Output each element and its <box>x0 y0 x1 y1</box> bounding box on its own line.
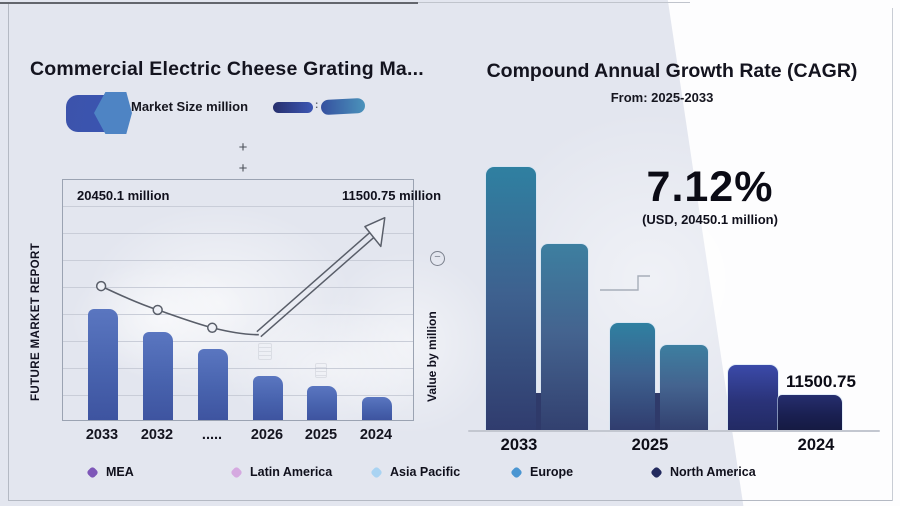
top-border-light <box>418 2 690 3</box>
gridline <box>63 287 413 288</box>
left-border <box>8 4 9 501</box>
y-axis-label: Value by million <box>425 311 439 403</box>
cagr-bar-2033-primary <box>486 167 536 431</box>
legend-item-north-america: North America <box>650 465 756 479</box>
legend-label: Latin America <box>250 465 333 479</box>
cagr-baseline-axis <box>468 430 880 432</box>
cagr-rate-value: 7.12% <box>646 163 774 211</box>
x-axis-label-2024: 2024 <box>359 427 393 443</box>
zoom-in-icon[interactable]: + <box>238 139 248 156</box>
gridline <box>63 368 413 369</box>
cagr-bar-2025-secondary <box>660 345 708 431</box>
legend-diamond-icon <box>230 465 243 479</box>
cagr-subtitle: From: 2025-2033 <box>610 90 714 105</box>
market-size-bar-2025 <box>307 386 337 420</box>
ratio-pill-right <box>320 97 366 116</box>
market-size-bar-2026 <box>253 376 283 420</box>
legend-label: Europe <box>530 465 574 479</box>
top-border <box>0 2 418 4</box>
cagr-title: Compound Annual Growth Rate (CAGR) <box>486 60 858 82</box>
cagr-bar-2024-primary <box>728 365 778 431</box>
legend-diamond-icon <box>370 465 383 479</box>
end-value-annotation: 11500.75 million <box>342 188 442 203</box>
x-axis-label-2032: 2032 <box>140 427 174 443</box>
future-market-report-watermark: FUTURE MARKET REPORT <box>30 242 42 402</box>
market-size-chart: 20450.1 million 11500.75 million <box>62 179 441 421</box>
gridline <box>63 314 413 315</box>
cagr-bar-merge-patch <box>536 393 541 431</box>
legend-diamond-icon <box>510 465 523 479</box>
gridline <box>63 260 413 261</box>
cagr-bar-merge-patch <box>655 393 660 431</box>
legend-item-asia-pacific: Asia Pacific <box>370 465 461 479</box>
gridline <box>63 341 413 342</box>
ratio-pill-left <box>273 102 313 113</box>
market-size-x-axis: 2033 2032..... 2026 2025 2024 <box>62 427 414 447</box>
gridline <box>63 206 413 207</box>
legend-item-latin-america: Latin America <box>230 465 333 479</box>
market-size-bar-..... <box>198 349 228 420</box>
x-axis-label-.....: ..... <box>201 427 223 443</box>
cagr-bar-2033-secondary <box>541 244 588 431</box>
gridline <box>63 233 413 234</box>
right-border <box>892 8 893 501</box>
legend-diamond-icon <box>86 465 99 479</box>
bottom-border <box>8 500 892 501</box>
cagr-2024-value-label: 11500.75 <box>786 372 856 391</box>
legend-item-europe: Europe <box>510 465 574 479</box>
legend-diamond-icon <box>650 465 663 479</box>
x-axis-label-2025: 2025 <box>304 427 338 443</box>
cagr-usd-note: (USD, 20450.1 million) <box>642 212 778 227</box>
ratio-separator: : <box>315 100 319 111</box>
x-axis-label-2033: 2033 <box>85 427 119 443</box>
cagr-x-axis-label-2024: 2024 <box>797 436 835 454</box>
x-axis-label-2026: 2026 <box>250 427 284 443</box>
market-size-legend-label: Market Size million <box>131 99 249 114</box>
legend-item-mea: MEA <box>86 465 134 479</box>
gridline <box>63 395 413 396</box>
start-value-annotation: 20450.1 million <box>77 188 170 203</box>
watermark-table-icon <box>315 363 327 378</box>
market-size-bar-2024 <box>362 397 392 420</box>
cagr-x-axis-label-2025: 2025 <box>631 436 669 454</box>
cagr-bar-2024-secondary <box>778 395 842 431</box>
legend-label: Asia Pacific <box>390 465 461 479</box>
cagr-bar-2025-primary <box>610 323 655 431</box>
legend-label: MEA <box>106 465 134 479</box>
legend-label: North America <box>670 465 756 479</box>
cagr-x-axis-label-2033: 2033 <box>500 436 538 454</box>
market-size-bar-2033 <box>88 309 118 420</box>
zoom-in-icon-secondary[interactable]: + <box>238 160 248 177</box>
page-title: Commercial Electric Cheese Grating Ma... <box>30 58 424 80</box>
trend-line-with-arrow <box>95 216 386 338</box>
watermark-table-icon <box>258 343 272 360</box>
step-bracket-decoration <box>600 275 650 291</box>
market-size-bar-2032 <box>143 332 173 420</box>
zoom-out-icon[interactable]: − <box>430 251 445 266</box>
